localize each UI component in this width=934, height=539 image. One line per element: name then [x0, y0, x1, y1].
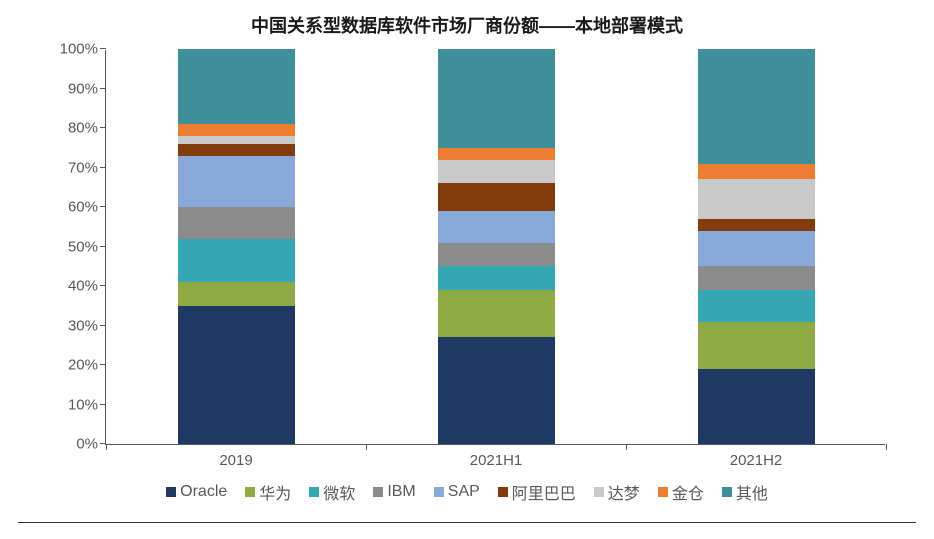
- y-tick-label: 70%: [68, 159, 106, 176]
- y-tick-mark: [100, 325, 106, 326]
- legend-label: 金仓: [672, 480, 704, 504]
- bar-segment: [698, 369, 815, 444]
- bar-segment: [698, 49, 815, 164]
- legend-item: 其他: [722, 480, 768, 504]
- y-tick-mark: [100, 127, 106, 128]
- legend-item: Oracle: [166, 480, 227, 504]
- y-tick-label: 0%: [76, 436, 106, 453]
- legend-item: IBM: [373, 480, 415, 504]
- bar-segment: [438, 290, 555, 337]
- legend-swatch: [373, 487, 383, 497]
- x-tick-mark: [106, 444, 107, 450]
- x-tick-label: 2019: [219, 444, 252, 469]
- y-tick-label: 90%: [68, 80, 106, 97]
- bottom-rule: [18, 522, 916, 523]
- bar-segment: [178, 306, 295, 444]
- x-tick-mark: [626, 444, 627, 450]
- legend-label: IBM: [387, 483, 415, 501]
- bar: [438, 49, 555, 444]
- x-tick-label: 2021H1: [470, 444, 523, 469]
- x-tick-mark: [366, 444, 367, 450]
- legend-swatch: [434, 487, 444, 497]
- legend-item: 华为: [245, 480, 291, 504]
- y-tick-label: 60%: [68, 199, 106, 216]
- x-tick-mark: [886, 444, 887, 450]
- y-tick-label: 20%: [68, 357, 106, 374]
- legend-swatch: [594, 487, 604, 497]
- bar-segment: [698, 266, 815, 290]
- y-tick-label: 50%: [68, 238, 106, 255]
- legend-label: 阿里巴巴: [512, 480, 576, 504]
- legend-swatch: [722, 487, 732, 497]
- bar-segment: [178, 124, 295, 136]
- legend-swatch: [498, 487, 508, 497]
- y-tick-label: 10%: [68, 396, 106, 413]
- bar-segment: [438, 337, 555, 444]
- bar-segment: [698, 290, 815, 322]
- bar-segment: [178, 282, 295, 306]
- legend-label: Oracle: [180, 483, 227, 501]
- legend-swatch: [658, 487, 668, 497]
- y-tick-mark: [100, 206, 106, 207]
- y-tick-mark: [100, 167, 106, 168]
- bar-segment: [698, 164, 815, 180]
- y-tick-mark: [100, 404, 106, 405]
- y-tick-mark: [100, 48, 106, 49]
- legend-swatch: [309, 487, 319, 497]
- legend-item: 金仓: [658, 480, 704, 504]
- y-tick-label: 30%: [68, 317, 106, 334]
- legend-label: 达梦: [608, 480, 640, 504]
- bar-segment: [178, 144, 295, 156]
- chart-title: 中国关系型数据库软件市场厂商份额——本地部署模式: [0, 12, 934, 38]
- bar-segment: [178, 239, 295, 282]
- legend-swatch: [245, 487, 255, 497]
- y-tick-label: 100%: [60, 41, 106, 58]
- y-tick-label: 80%: [68, 120, 106, 137]
- bar-segment: [698, 219, 815, 231]
- legend: Oracle 华为 微软 IBM SAP 阿里巴巴 达梦 金仓 其他: [0, 480, 934, 504]
- bar-segment: [178, 49, 295, 124]
- legend-label: SAP: [448, 483, 480, 501]
- bar: [698, 49, 815, 444]
- legend-item: 微软: [309, 480, 355, 504]
- bar-segment: [438, 243, 555, 267]
- y-tick-mark: [100, 246, 106, 247]
- x-tick-label: 2021H2: [730, 444, 783, 469]
- legend-item: 阿里巴巴: [498, 480, 576, 504]
- bar-segment: [698, 179, 815, 219]
- plot-area: 0%10%20%30%40%50%60%70%80%90%100%2019202…: [105, 50, 885, 445]
- legend-label: 其他: [736, 480, 768, 504]
- bar-segment: [178, 156, 295, 207]
- legend-item: 达梦: [594, 480, 640, 504]
- bar-segment: [698, 231, 815, 267]
- y-tick-mark: [100, 285, 106, 286]
- legend-swatch: [166, 487, 176, 497]
- bar-segment: [178, 136, 295, 144]
- legend-item: SAP: [434, 480, 480, 504]
- bar-segment: [178, 207, 295, 239]
- legend-label: 微软: [323, 480, 355, 504]
- chart-container: 中国关系型数据库软件市场厂商份额——本地部署模式 0%10%20%30%40%5…: [0, 0, 934, 539]
- bar-segment: [438, 148, 555, 160]
- bar-segment: [698, 322, 815, 369]
- y-tick-label: 40%: [68, 278, 106, 295]
- bar-segment: [438, 183, 555, 211]
- bar-segment: [438, 49, 555, 148]
- bar-segment: [438, 211, 555, 243]
- bar: [178, 49, 295, 444]
- y-tick-mark: [100, 364, 106, 365]
- bar-segment: [438, 160, 555, 184]
- bar-segment: [438, 266, 555, 290]
- y-tick-mark: [100, 88, 106, 89]
- legend-label: 华为: [259, 480, 291, 504]
